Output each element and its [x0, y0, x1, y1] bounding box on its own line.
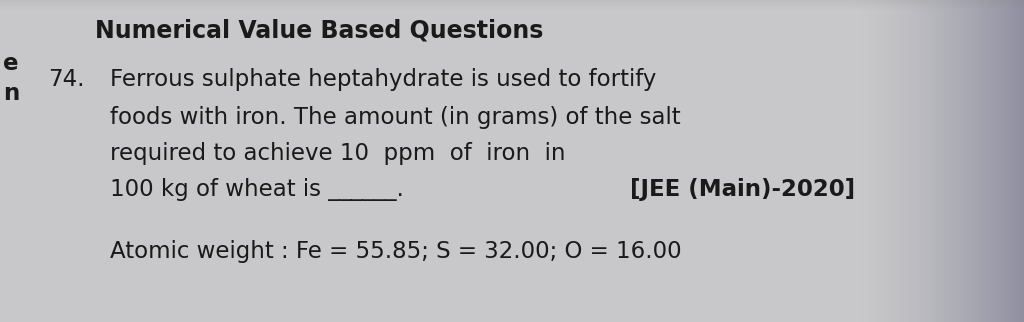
- Text: Ferrous sulphate heptahydrate is used to fortify: Ferrous sulphate heptahydrate is used to…: [110, 68, 656, 91]
- Text: n: n: [3, 82, 19, 105]
- Text: 74.: 74.: [48, 68, 85, 91]
- Text: Numerical Value Based Questions: Numerical Value Based Questions: [95, 18, 544, 42]
- Text: Atomic weight : Fe = 55.85; S = 32.00; O = 16.00: Atomic weight : Fe = 55.85; S = 32.00; O…: [110, 240, 682, 263]
- Text: 100 kg of wheat is ______.: 100 kg of wheat is ______.: [110, 178, 403, 201]
- Text: e: e: [3, 52, 18, 75]
- Text: required to achieve 10  ppm  of  iron  in: required to achieve 10 ppm of iron in: [110, 142, 565, 165]
- Text: foods with iron. The amount (in grams) of the salt: foods with iron. The amount (in grams) o…: [110, 106, 681, 129]
- Text: [JEE (Main)-2020]: [JEE (Main)-2020]: [630, 178, 855, 201]
